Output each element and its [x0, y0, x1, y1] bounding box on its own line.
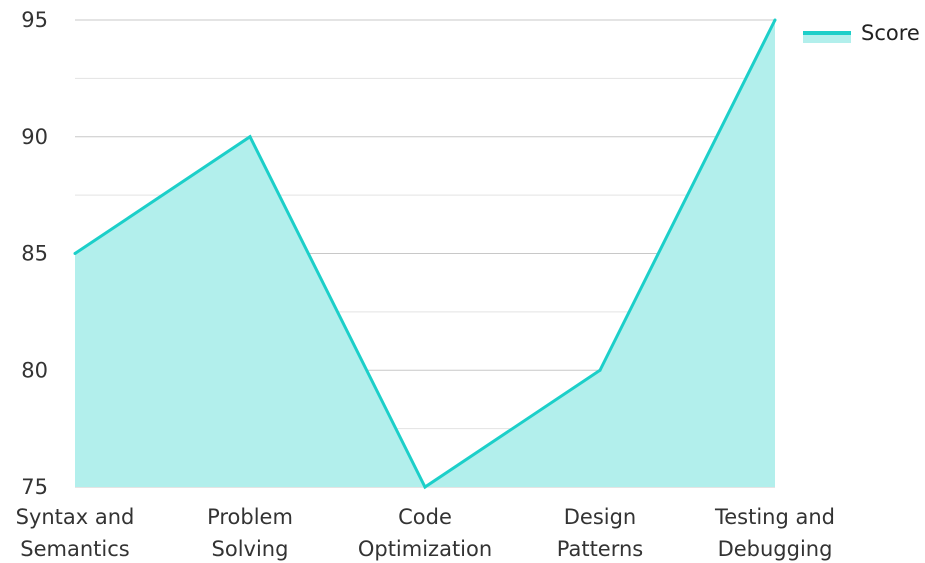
- x-tick-label: Problem Solving: [207, 505, 293, 561]
- data-point: [773, 18, 777, 22]
- y-tick-label: 80: [21, 358, 48, 382]
- y-tick-label: 90: [21, 125, 48, 149]
- data-point: [248, 135, 252, 139]
- y-axis-ticks: 75 80 85 90 95: [21, 8, 48, 499]
- y-tick-label: 95: [21, 8, 48, 32]
- data-point: [598, 368, 602, 372]
- x-tick-label: Design Patterns: [557, 505, 644, 561]
- x-tick-label: Testing and Debugging: [714, 505, 835, 561]
- legend-swatch-fill: [803, 35, 851, 43]
- series-area: [73, 18, 777, 490]
- data-point: [423, 485, 427, 489]
- x-tick-label: Syntax and Semantics: [16, 505, 135, 561]
- x-axis-ticks: Syntax and Semantics Problem Solving Code Opt…: [16, 505, 835, 561]
- legend: Score: [803, 21, 920, 45]
- x-tick-label: Code Optimization: [358, 505, 492, 561]
- y-tick-label: 75: [21, 475, 48, 499]
- data-point: [73, 252, 77, 255]
- legend-label-score: Score: [861, 21, 920, 45]
- y-tick-label: 85: [21, 242, 48, 266]
